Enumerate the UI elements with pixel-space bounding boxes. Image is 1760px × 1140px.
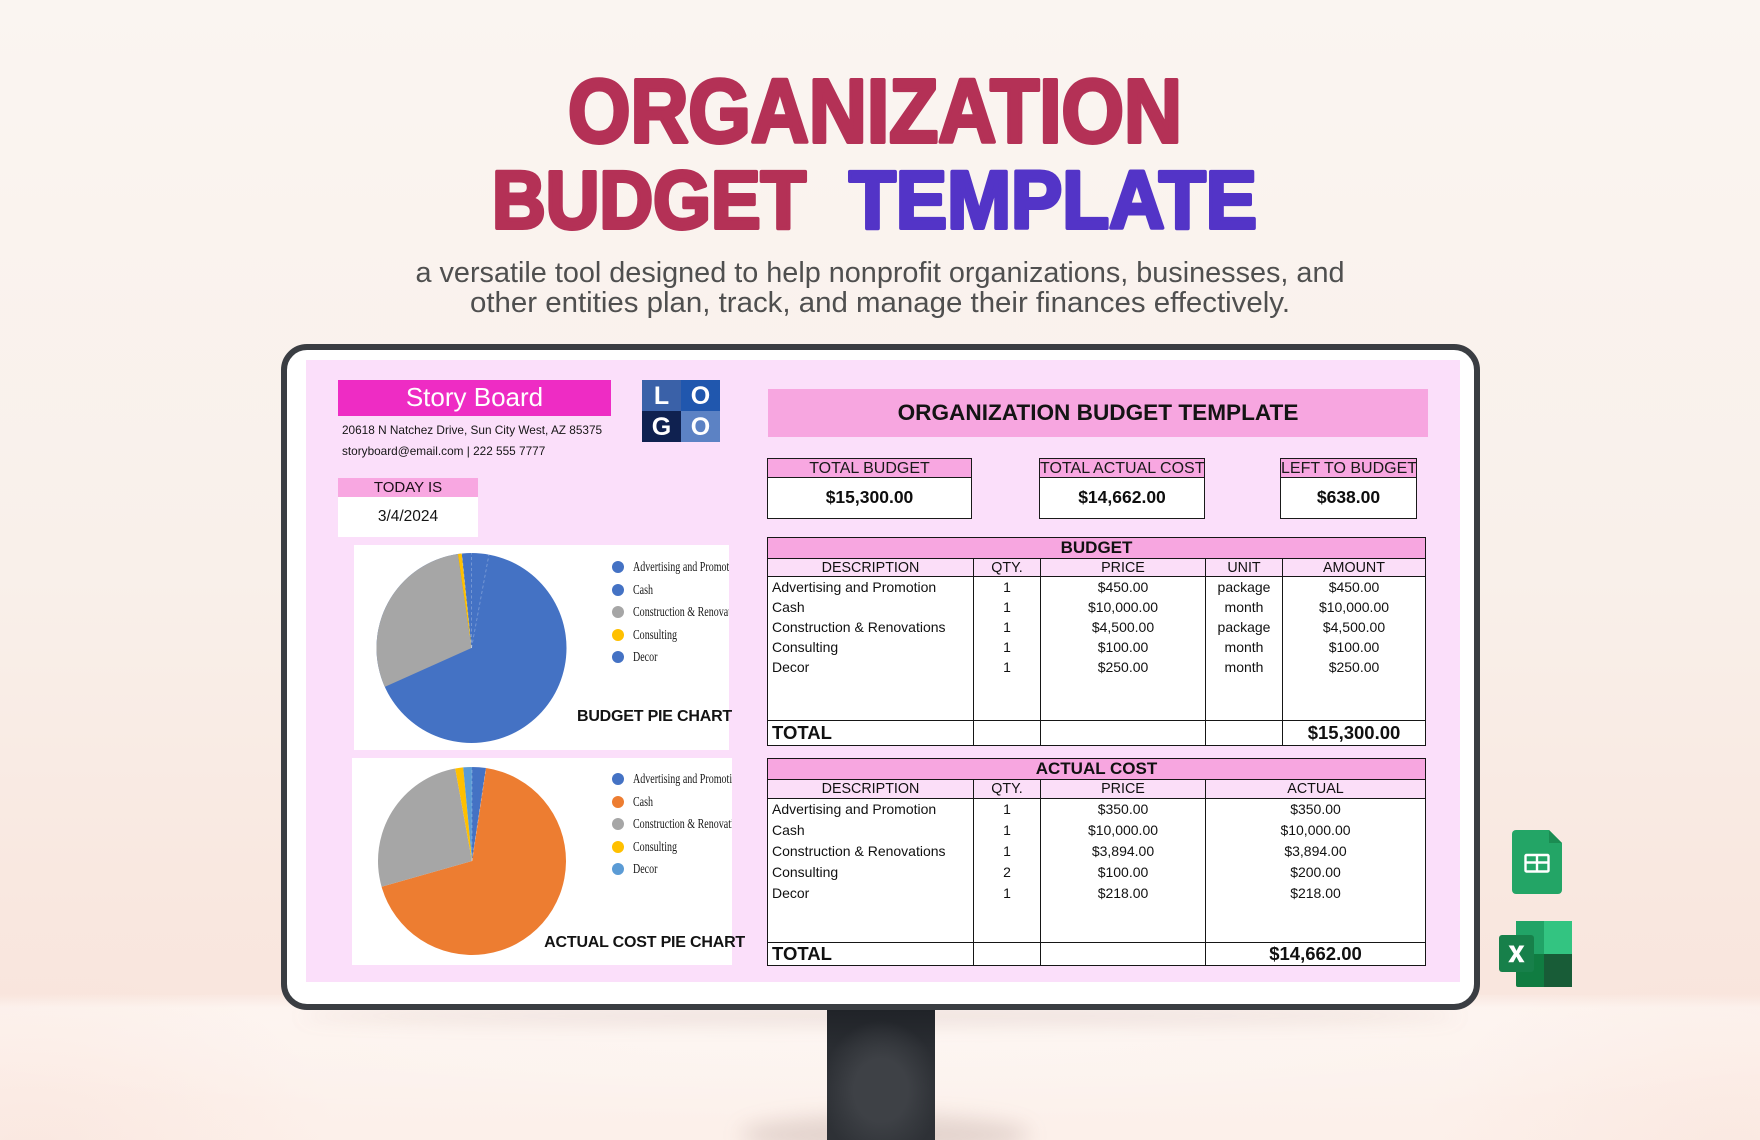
svg-text:a versatile tool designed to h: a versatile tool designed to help nonpro… xyxy=(416,257,1345,289)
svg-text:other entities plan, track, an: other entities plan, track, and manage t… xyxy=(470,287,1290,319)
svg-text:ORGANIZATION: ORGANIZATION xyxy=(568,62,1182,162)
svg-text:TEMPLATE: TEMPLATE xyxy=(849,155,1257,246)
svg-text:BUDGET: BUDGET xyxy=(492,155,806,246)
